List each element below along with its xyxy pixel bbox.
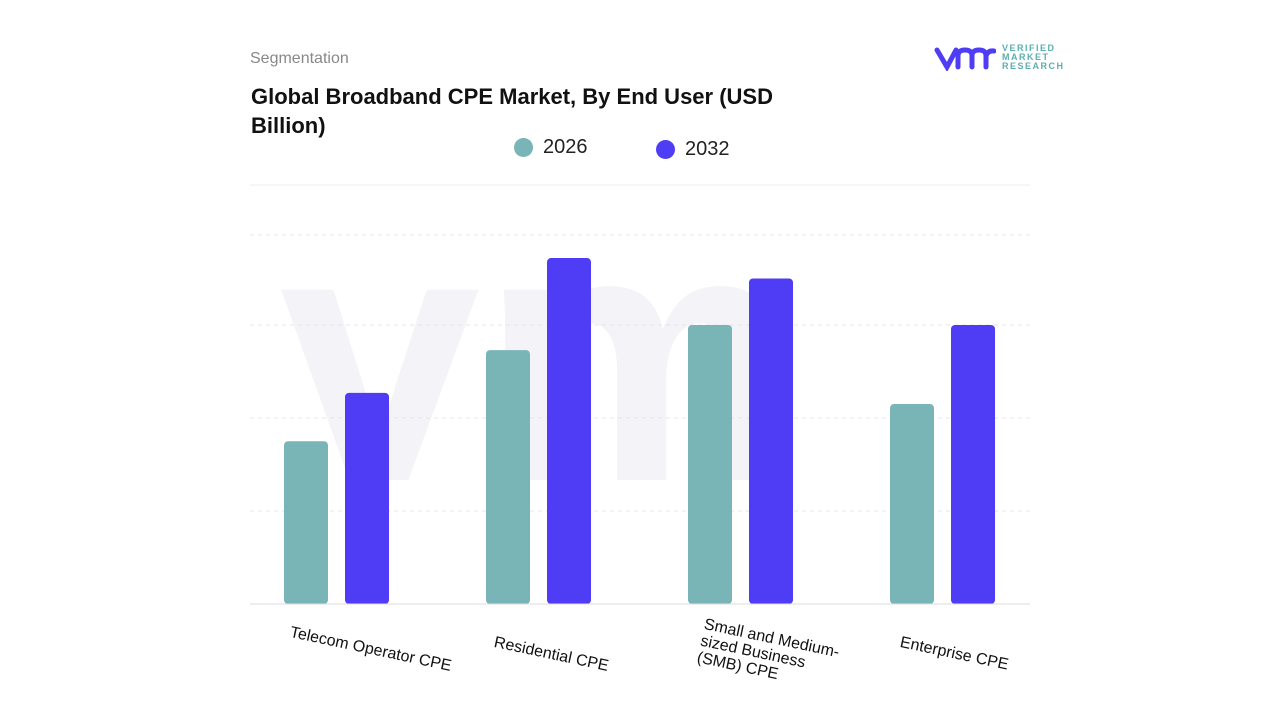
legend-item-2032: 2032	[656, 138, 730, 161]
bar-2026	[890, 404, 934, 604]
bar-2032	[345, 392, 389, 604]
vmr-logo: VERIFIED MARKET RESEARCH	[934, 44, 1065, 71]
logo-text: VERIFIED MARKET RESEARCH	[1002, 43, 1065, 71]
bar-2032	[749, 278, 793, 604]
legend-swatch	[656, 140, 675, 159]
bar-2026	[688, 325, 732, 604]
bar-2026	[284, 441, 328, 604]
bar-2026	[486, 350, 530, 604]
legend-swatch	[514, 138, 533, 157]
vmr-logo-icon	[934, 46, 996, 71]
bar-2032	[951, 325, 995, 604]
bar-2032	[547, 258, 591, 604]
legend-label: 2026	[543, 136, 588, 158]
chart-title: Global Broadband CPE Market, By End User…	[251, 84, 773, 138]
legend-label: 2032	[685, 138, 730, 160]
section-label: Segmentation	[250, 50, 349, 67]
legend-item-2026: 2026	[514, 136, 588, 159]
